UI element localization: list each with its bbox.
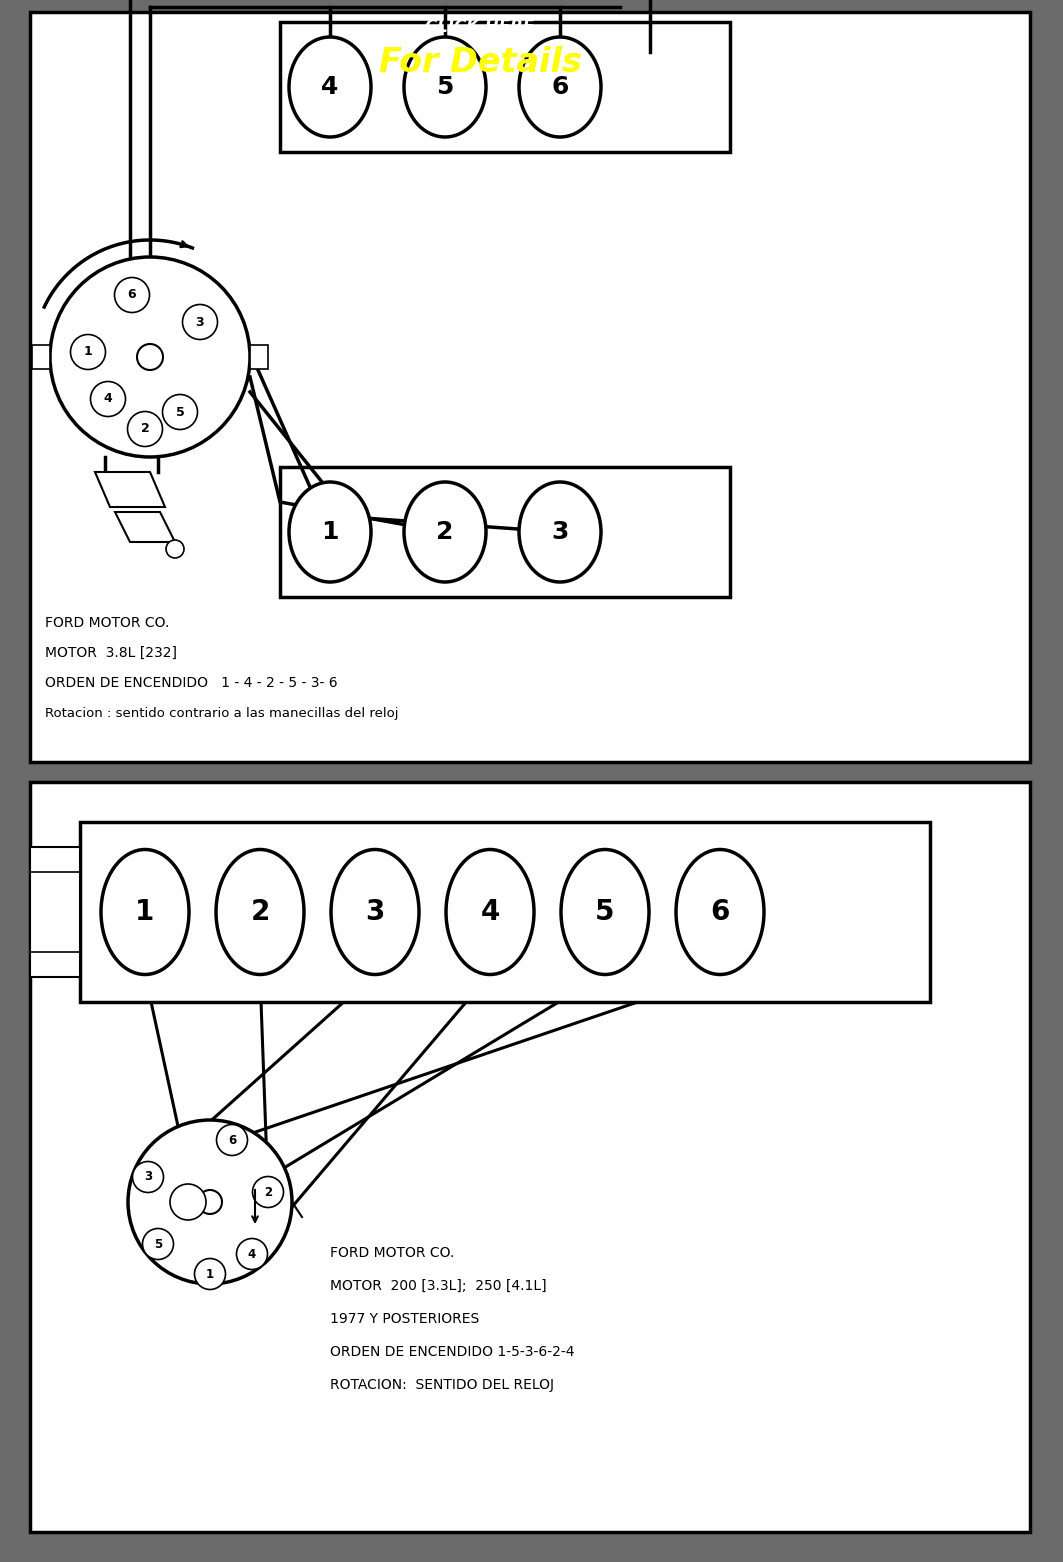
Bar: [250, 345, 268, 369]
Polygon shape: [115, 512, 175, 542]
Text: 1977 Y POSTERIORES: 1977 Y POSTERIORES: [330, 1312, 479, 1326]
Ellipse shape: [101, 850, 189, 975]
Circle shape: [70, 334, 105, 370]
Ellipse shape: [289, 37, 371, 137]
Text: 4: 4: [480, 898, 500, 926]
Text: 3: 3: [552, 520, 569, 544]
Text: 5: 5: [175, 406, 184, 419]
Circle shape: [236, 1239, 268, 1270]
Polygon shape: [95, 472, 165, 508]
Text: 6: 6: [128, 289, 136, 301]
Circle shape: [142, 1228, 173, 1259]
Text: 6: 6: [552, 75, 569, 98]
Bar: [80, 822, 930, 1001]
Text: 5: 5: [436, 75, 454, 98]
Text: 3: 3: [196, 316, 204, 328]
Ellipse shape: [404, 37, 486, 137]
Circle shape: [217, 1125, 248, 1156]
Ellipse shape: [676, 850, 764, 975]
Text: ORDEN DE ENCENDIDO 1-5-3-6-2-4: ORDEN DE ENCENDIDO 1-5-3-6-2-4: [330, 1345, 574, 1359]
Text: 4: 4: [321, 75, 339, 98]
Ellipse shape: [331, 850, 419, 975]
Circle shape: [133, 1162, 164, 1192]
Text: FORD MOTOR CO.: FORD MOTOR CO.: [330, 1246, 454, 1261]
Text: MOTOR  3.8L [232]: MOTOR 3.8L [232]: [45, 647, 178, 661]
Text: 5: 5: [154, 1237, 163, 1251]
Ellipse shape: [289, 483, 371, 583]
Text: 4: 4: [103, 392, 113, 406]
Text: CLICK HERE: CLICK HERE: [425, 19, 535, 36]
Circle shape: [90, 381, 125, 417]
Circle shape: [183, 305, 218, 339]
Ellipse shape: [216, 850, 304, 975]
Text: 1: 1: [321, 520, 339, 544]
Text: FORD MOTOR CO.: FORD MOTOR CO.: [45, 615, 169, 629]
Circle shape: [253, 1176, 284, 1207]
Bar: [30, 783, 1030, 1532]
Circle shape: [163, 395, 198, 430]
Text: 3: 3: [144, 1170, 152, 1184]
Ellipse shape: [519, 37, 601, 137]
Ellipse shape: [519, 483, 601, 583]
Circle shape: [50, 258, 250, 458]
Circle shape: [137, 344, 163, 370]
Bar: [30, 12, 1030, 762]
Ellipse shape: [446, 850, 534, 975]
Bar: [280, 467, 730, 597]
Text: 1: 1: [135, 898, 154, 926]
Bar: [30, 783, 1030, 1532]
Bar: [32, 345, 50, 369]
Text: 2: 2: [436, 520, 454, 544]
Text: 2: 2: [250, 898, 270, 926]
Text: ORDEN DE ENCENDIDO   1 - 4 - 2 - 5 - 3- 6: ORDEN DE ENCENDIDO 1 - 4 - 2 - 5 - 3- 6: [45, 676, 338, 690]
Circle shape: [170, 1184, 206, 1220]
Circle shape: [195, 1259, 225, 1290]
Ellipse shape: [561, 850, 649, 975]
Text: 6: 6: [227, 1134, 236, 1147]
Text: 6: 6: [710, 898, 729, 926]
Bar: [280, 22, 730, 152]
Bar: [30, 12, 1030, 762]
Circle shape: [198, 1190, 222, 1214]
Text: 1: 1: [84, 345, 92, 359]
Text: 2: 2: [140, 422, 150, 436]
Text: 3: 3: [366, 898, 385, 926]
Text: 1: 1: [206, 1267, 214, 1281]
Text: 5: 5: [595, 898, 614, 926]
Circle shape: [128, 411, 163, 447]
Bar: [30, 847, 80, 976]
Circle shape: [166, 540, 184, 558]
Ellipse shape: [404, 483, 486, 583]
Text: For Details: For Details: [378, 45, 581, 78]
Text: 2: 2: [264, 1186, 272, 1198]
Text: Rotacion : sentido contrario a las manecillas del reloj: Rotacion : sentido contrario a las manec…: [45, 708, 399, 720]
Text: MOTOR  200 [3.3L];  250 [4.1L]: MOTOR 200 [3.3L]; 250 [4.1L]: [330, 1279, 546, 1293]
Text: 4: 4: [248, 1248, 256, 1261]
Circle shape: [128, 1120, 292, 1284]
Circle shape: [115, 278, 150, 312]
Text: ROTACION:  SENTIDO DEL RELOJ: ROTACION: SENTIDO DEL RELOJ: [330, 1378, 554, 1392]
